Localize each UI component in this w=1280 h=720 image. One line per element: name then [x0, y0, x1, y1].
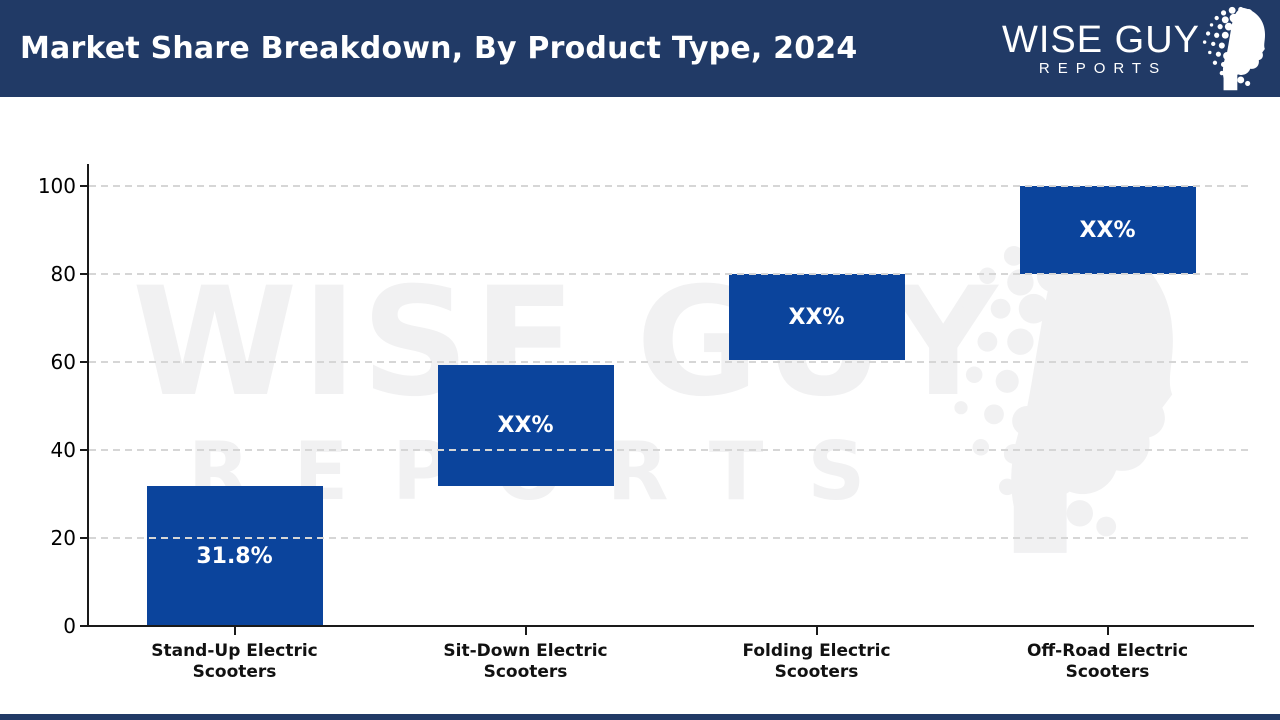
y-tick-label-40: 40: [50, 438, 76, 462]
bar-value-label: XX%: [1079, 217, 1136, 243]
gridline-y-20: [89, 537, 1253, 539]
y-tick-label-80: 80: [50, 262, 76, 286]
category-label: Stand-Up Electric Scooters: [151, 641, 318, 682]
bar-segment: XX%: [728, 274, 905, 361]
x-tick-mark-3: [815, 627, 818, 635]
bar-segment: 31.8%: [146, 486, 323, 626]
brand-logo-text: WISE GUY REPORTS: [1001, 18, 1200, 78]
bar-value-label: XX%: [788, 304, 845, 330]
y-tick-mark-60: [80, 361, 89, 363]
y-axis-line: [87, 164, 89, 627]
y-tick-label-100: 100: [37, 174, 76, 198]
dotted-head-profile-icon: [1202, 6, 1266, 91]
header: Market Share Breakdown, By Product Type,…: [0, 0, 1280, 97]
gridline-y-60: [89, 361, 1253, 363]
bar-value-label: XX%: [497, 412, 554, 438]
x-tick-mark-4: [1106, 627, 1109, 635]
bar-segment: XX%: [1019, 186, 1196, 274]
y-tick-label-0: 0: [63, 614, 76, 638]
logo-wordmark: WISE GUY: [1001, 18, 1200, 61]
gridline-y-100: [89, 185, 1253, 187]
bar-value-label: 31.8%: [196, 543, 273, 569]
gridline-y-40: [89, 449, 1253, 451]
category-label: Off-Road Electric Scooters: [1026, 641, 1189, 682]
logo-subtitle: REPORTS: [1038, 60, 1168, 78]
brand-logo: WISE GUY REPORTS: [1002, 6, 1270, 92]
y-tick-mark-20: [80, 537, 89, 539]
y-tick-mark-0: [80, 625, 89, 627]
bar-segment: XX%: [437, 364, 614, 487]
footer-bar: [0, 714, 1280, 720]
y-tick-mark-40: [80, 449, 89, 451]
y-tick-mark-100: [80, 185, 89, 187]
y-tick-label-60: 60: [50, 350, 76, 374]
y-tick-mark-80: [80, 273, 89, 275]
dotted-head-profile-watermark: [934, 232, 1173, 553]
x-tick-mark-2: [524, 627, 527, 635]
category-label: Folding Electric Scooters: [742, 641, 891, 682]
y-tick-label-20: 20: [50, 526, 76, 550]
page-title: Market Share Breakdown, By Product Type,…: [20, 31, 858, 66]
gridline-y-80: [89, 273, 1253, 275]
x-axis-line: [87, 625, 1254, 627]
x-tick-mark-1: [233, 627, 236, 635]
category-label: Sit-Down Electric Scooters: [443, 641, 608, 682]
